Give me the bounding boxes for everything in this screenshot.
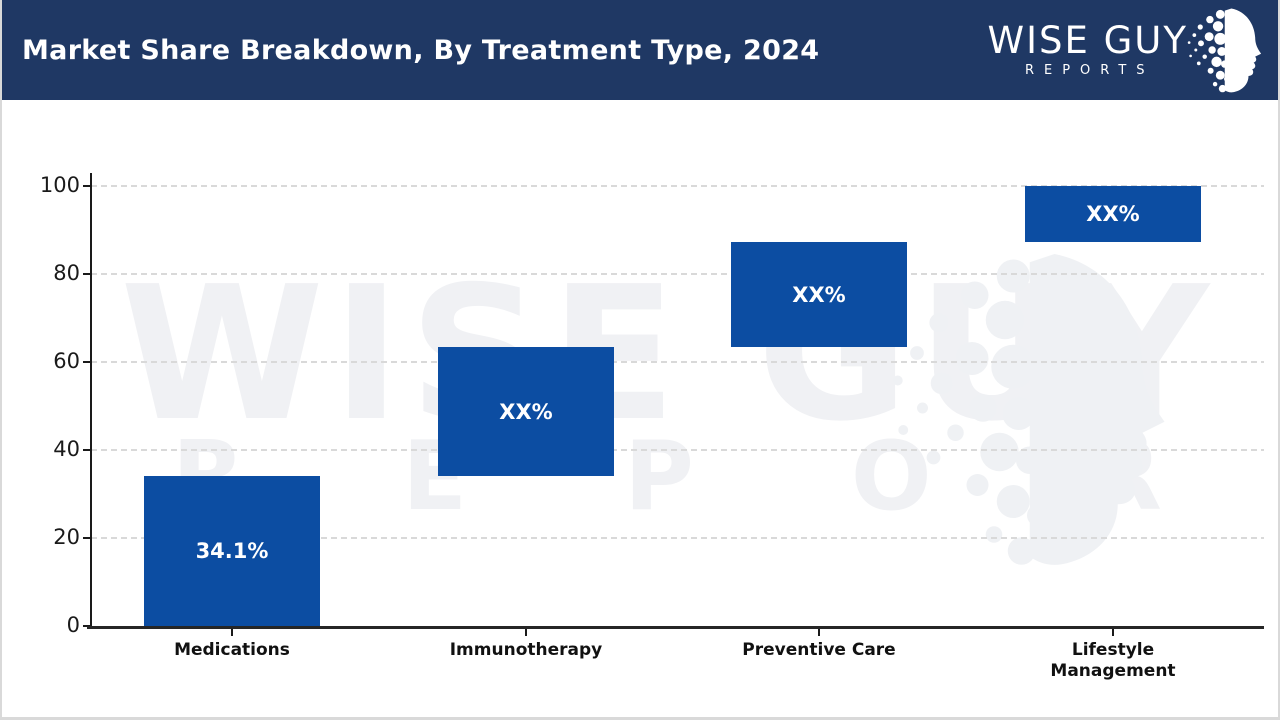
logo-head-icon [1187,8,1262,93]
x-category-label: Preventive Care [742,640,896,660]
gridline-20 [91,537,1264,539]
gridline-100 [91,185,1264,187]
x-tick-mark [525,629,527,636]
bar-segment: XX% [438,347,614,476]
bar-value-label: XX% [792,282,846,307]
y-tick-mark [83,185,90,187]
bar-value-label: XX% [499,399,553,424]
x-category-label: Lifestyle Management [1050,640,1176,681]
x-category-label: Medications [174,640,290,660]
y-tick-mark [83,273,90,275]
x-tick-mark [1112,629,1114,636]
bar-value-label: XX% [1086,201,1140,226]
x-tick-mark [231,629,233,636]
x-axis-line [87,626,1264,629]
brand-logo-text: WISE GUY REPORTS [988,22,1188,78]
y-tick-mark [83,449,90,451]
y-tick-label: 0 [66,613,80,637]
bar-segment: XX% [731,241,907,348]
bar-segment: 34.1% [144,475,320,626]
gridline-60 [91,361,1264,363]
y-tick-label: 20 [53,525,80,549]
y-tick-mark [83,625,90,627]
watermark-head-icon [892,254,1165,565]
brand-subtitle: REPORTS [1024,63,1155,78]
y-tick-label: 100 [39,173,80,197]
x-tick-mark [818,629,820,636]
gridline-40 [91,449,1264,451]
y-tick-label: 80 [53,261,80,285]
y-tick-mark [83,361,90,363]
bar-segment: XX% [1025,186,1201,242]
y-tick-label: 40 [53,437,80,461]
header-bar: Market Share Breakdown, By Treatment Typ… [2,0,1278,100]
bar-value-label: 34.1% [195,538,269,563]
chart-title: Market Share Breakdown, By Treatment Typ… [22,34,820,66]
y-axis-line [90,173,92,628]
gridline-80 [91,273,1264,275]
y-tick-mark [83,537,90,539]
x-category-label: Immunotherapy [449,640,603,660]
y-tick-label: 60 [53,349,80,373]
brand-name: WISE GUY [987,19,1188,62]
brand-logo: WISE GUY REPORTS [988,4,1274,96]
